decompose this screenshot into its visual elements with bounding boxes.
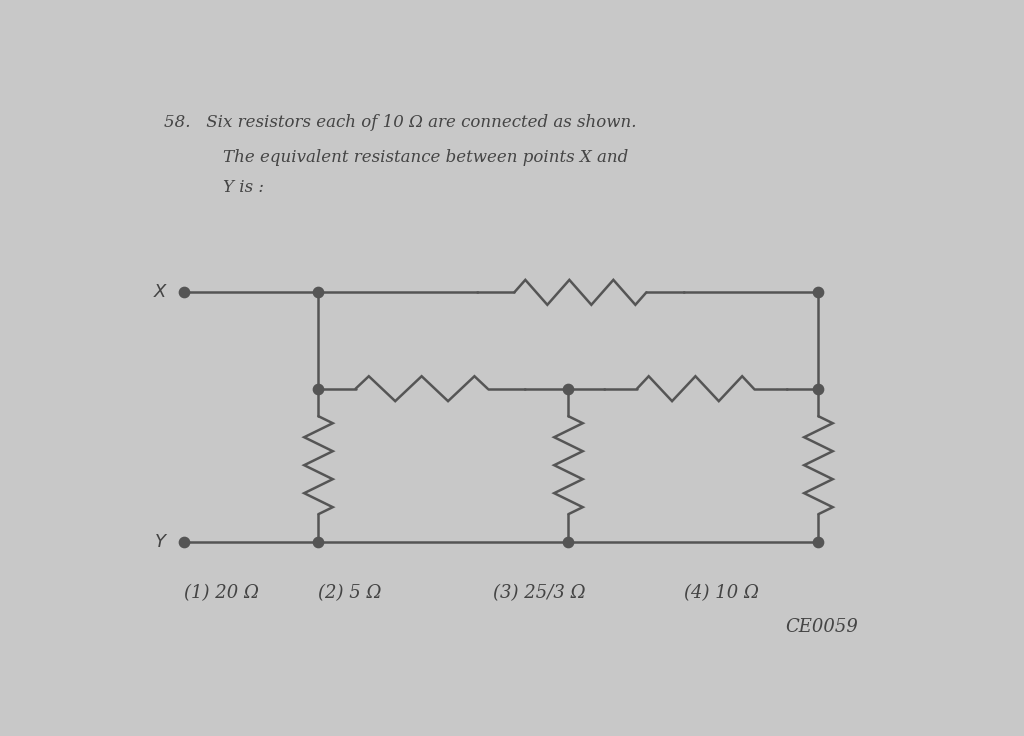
Point	[310, 286, 327, 298]
Text: Y: Y	[155, 533, 166, 551]
Text: X: X	[154, 283, 166, 301]
Text: (3) 25/3 Ω: (3) 25/3 Ω	[494, 584, 586, 602]
Point	[310, 536, 327, 548]
Point	[810, 286, 826, 298]
Point	[560, 383, 577, 394]
Text: 58.   Six resistors each of 10 Ω are connected as shown.: 58. Six resistors each of 10 Ω are conne…	[164, 114, 636, 131]
Text: CE0059: CE0059	[785, 618, 858, 636]
Text: (4) 10 Ω: (4) 10 Ω	[684, 584, 759, 602]
Point	[810, 383, 826, 394]
Text: (1) 20 Ω: (1) 20 Ω	[183, 584, 258, 602]
Point	[560, 536, 577, 548]
Point	[175, 286, 191, 298]
Point	[810, 536, 826, 548]
Text: Y is :: Y is :	[223, 179, 264, 196]
Text: The equivalent resistance between points X and: The equivalent resistance between points…	[223, 149, 629, 166]
Point	[175, 536, 191, 548]
Point	[310, 383, 327, 394]
Text: (2) 5 Ω: (2) 5 Ω	[318, 584, 382, 602]
